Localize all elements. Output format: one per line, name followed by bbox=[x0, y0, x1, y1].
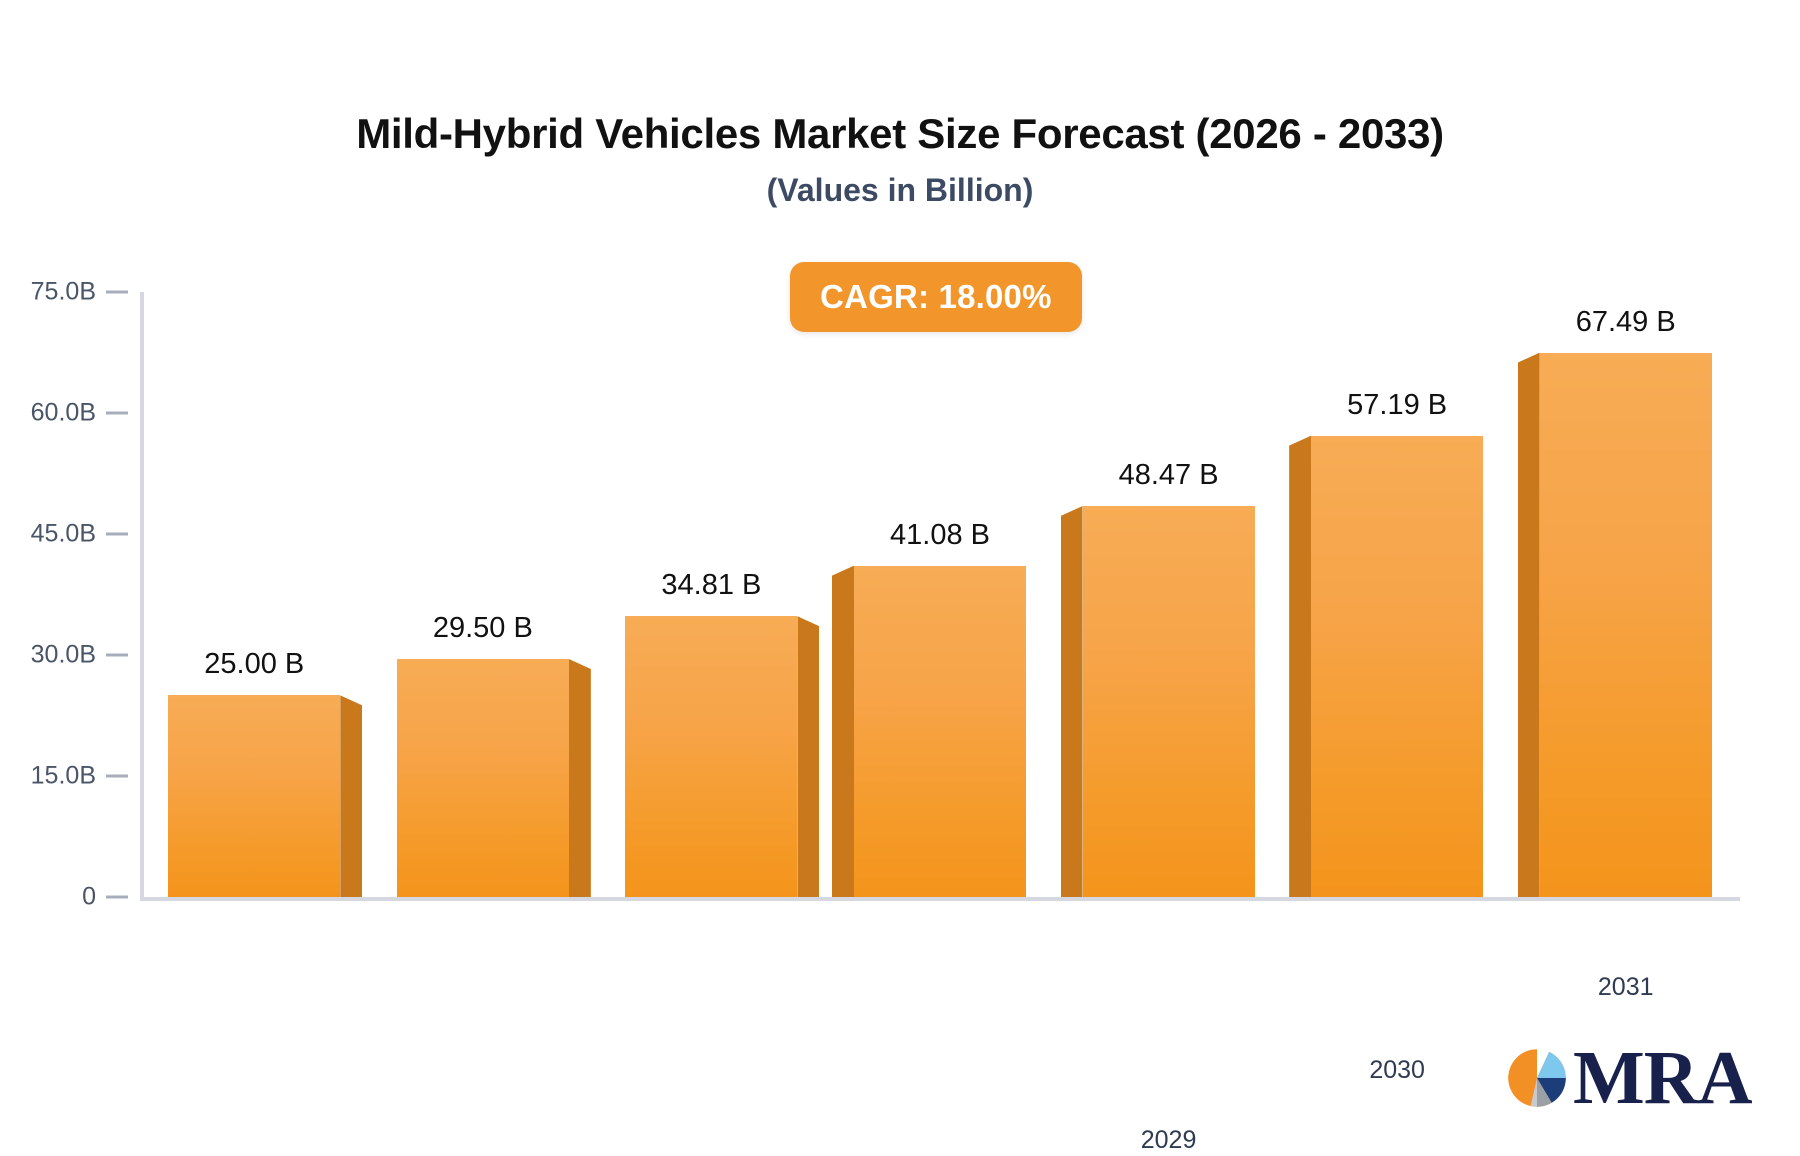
y-axis-tick-mark bbox=[106, 290, 128, 294]
y-axis-tick-label: 60.0B bbox=[30, 398, 96, 427]
bar-group: 29.50 B2026 bbox=[396, 612, 591, 897]
y-axis-tick-label: 45.0B bbox=[30, 519, 96, 548]
bar-side-face bbox=[832, 565, 854, 897]
bar-value-label: 48.47 B bbox=[1118, 459, 1219, 492]
bar-side-face bbox=[1060, 506, 1083, 897]
bar-value-label: 67.49 B bbox=[1575, 305, 1676, 338]
bar-2030[interactable] bbox=[1311, 435, 1484, 897]
y-axis-tick-label: 0 bbox=[82, 882, 96, 911]
bar-value-label: 57.19 B bbox=[1347, 388, 1448, 421]
bar-side-face bbox=[1517, 352, 1540, 897]
y-axis-tick-mark bbox=[106, 411, 128, 415]
mra-logo: MRA bbox=[1505, 1036, 1753, 1120]
bar-side-face bbox=[1289, 435, 1312, 897]
bar-side-face bbox=[797, 616, 820, 897]
chart-subtitle: (Values in Billion) bbox=[766, 172, 1034, 208]
x-axis-tick-label: 2029 bbox=[1140, 1126, 1197, 1155]
x-axis-tick-label: 2031 bbox=[1597, 972, 1654, 1001]
bar-value-label: 34.81 B bbox=[661, 569, 762, 602]
bar-value-label: 41.08 B bbox=[890, 518, 990, 551]
bar-group: 48.47 B 2029 bbox=[1060, 459, 1255, 1154]
bar-group: 34.81 B2027 bbox=[625, 569, 820, 897]
logo-wordmark: MRA bbox=[1573, 1036, 1753, 1120]
bar-2029[interactable] bbox=[1082, 506, 1255, 897]
cagr-badge: CAGR: 18.00% bbox=[790, 262, 1082, 332]
bar-group: 25.00 B2025 bbox=[168, 648, 363, 897]
bar-2026[interactable] bbox=[396, 659, 569, 897]
pie-chart-icon bbox=[1508, 1049, 1566, 1107]
bar-side-face bbox=[340, 695, 363, 897]
bar-2027[interactable] bbox=[625, 616, 798, 897]
y-axis-tick-label: 15.0B bbox=[30, 761, 96, 790]
bar-2031[interactable] bbox=[1539, 352, 1712, 897]
chart-title: Mild-Hybrid Vehicles Market Size Forecas… bbox=[356, 110, 1444, 157]
y-axis-tick-label: 30.0B bbox=[30, 640, 96, 669]
y-axis-tick-mark bbox=[106, 532, 128, 536]
bar-group: 57.19 B 2030 bbox=[1289, 389, 1484, 1084]
y-axis-tick-mark bbox=[106, 774, 128, 778]
bar-value-label: 29.50 B bbox=[432, 612, 533, 645]
x-axis-tick-label: 2030 bbox=[1369, 1055, 1425, 1084]
bar-value-label: 25.00 B bbox=[204, 648, 305, 681]
y-axis-tick-mark bbox=[106, 895, 128, 899]
bar-side-face bbox=[568, 659, 591, 897]
bar-group: 67.49 B 2031 bbox=[1517, 306, 1712, 1001]
bar-2025[interactable] bbox=[168, 695, 341, 897]
x-axis-line bbox=[140, 897, 1740, 901]
bar-2028[interactable] bbox=[854, 565, 1026, 897]
y-axis-tick-mark bbox=[106, 653, 128, 657]
y-axis-tick-label: 75.0B bbox=[30, 277, 96, 306]
plot-area: 25.00 B202529.50 B202634.81 B202741.08 B… bbox=[140, 292, 1740, 1154]
bar-group: 41.08 B2028 bbox=[832, 519, 1026, 897]
y-axis-line bbox=[140, 292, 144, 897]
